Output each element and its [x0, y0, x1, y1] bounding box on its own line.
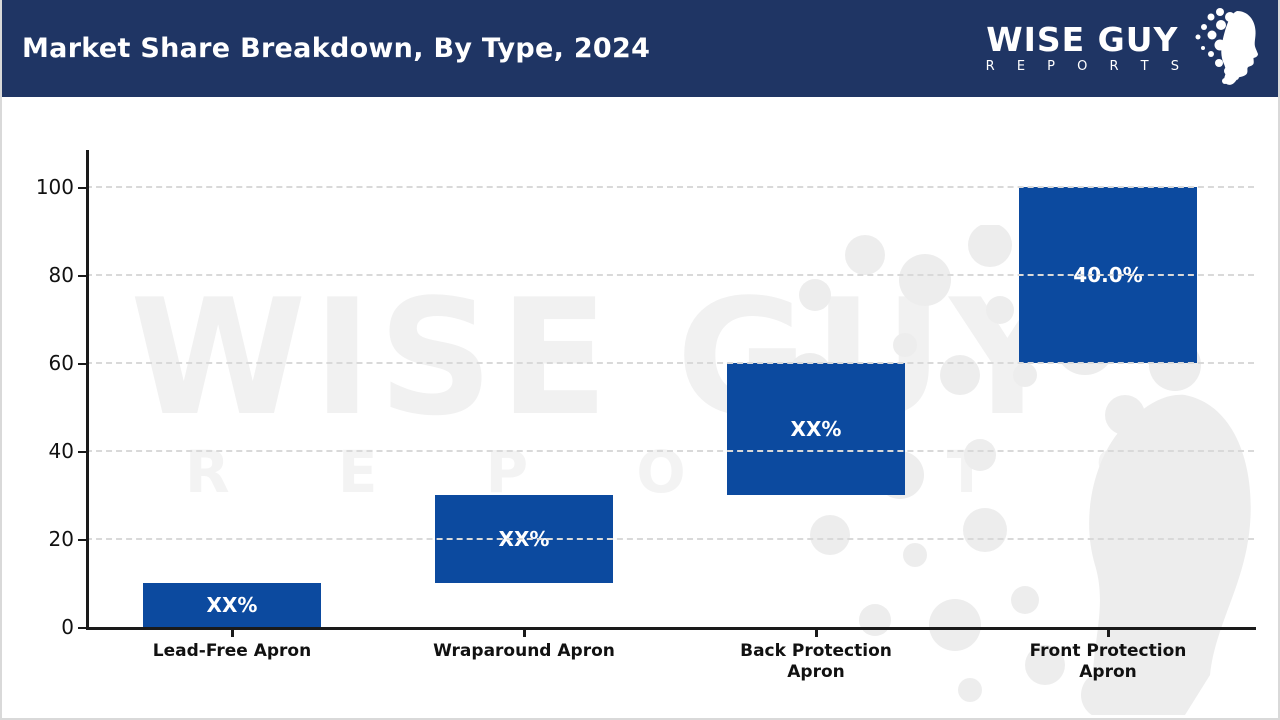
header-bar: Market Share Breakdown, By Type, 2024 WI…: [0, 0, 1280, 97]
x-tick-label-3: Back Protection Apron: [740, 641, 892, 683]
x-tick-mark-2: [523, 629, 526, 637]
page-title: Market Share Breakdown, By Type, 2024: [22, 33, 651, 64]
y-tick-label-60: 60: [48, 351, 74, 375]
x-tick-label-2: Wraparound Apron: [433, 641, 615, 661]
bar-1: XX%: [143, 583, 321, 627]
y-axis: [86, 150, 89, 629]
wise-guy-logo-text: WISE GUY R E P O R T S: [977, 23, 1188, 74]
watermark-wordmark: WISE GUY: [130, 264, 1072, 451]
y-tick-label-20: 20: [48, 527, 74, 551]
y-tick-label-0: 0: [61, 615, 74, 639]
logo-subtitle: R E P O R T S: [985, 59, 1188, 74]
x-tick-mark-4: [1107, 629, 1110, 637]
x-tick-label-4: Front Protection Apron: [1029, 641, 1187, 683]
dot-face-icon: [1190, 7, 1258, 91]
y-tick-mark-60: [78, 363, 86, 365]
y-tick-label-100: 100: [35, 175, 74, 199]
gridline-40: [86, 450, 1254, 452]
y-tick-mark-80: [78, 275, 86, 277]
x-tick-mark-3: [815, 629, 818, 637]
x-axis: [86, 627, 1256, 630]
bar-value-label: XX%: [206, 593, 258, 617]
y-tick-mark-100: [78, 187, 86, 189]
gridline-60: [86, 362, 1254, 364]
bar-value-label: XX%: [790, 417, 842, 441]
y-tick-mark-40: [78, 451, 86, 453]
x-tick-label-1: Lead-Free Apron: [152, 641, 312, 661]
y-tick-mark-0: [78, 627, 86, 629]
y-tick-label-40: 40: [48, 439, 74, 463]
y-tick-mark-20: [78, 539, 86, 541]
x-tick-mark-1: [231, 629, 234, 637]
gridline-100: [86, 186, 1254, 188]
y-tick-label-80: 80: [48, 263, 74, 287]
wise-guy-logo: WISE GUY R E P O R T S: [977, 7, 1258, 91]
bar-3: XX%: [727, 363, 905, 495]
gridline-20: [86, 538, 1254, 540]
gridline-80: [86, 274, 1254, 276]
logo-wordmark: WISE GUY: [986, 20, 1179, 59]
